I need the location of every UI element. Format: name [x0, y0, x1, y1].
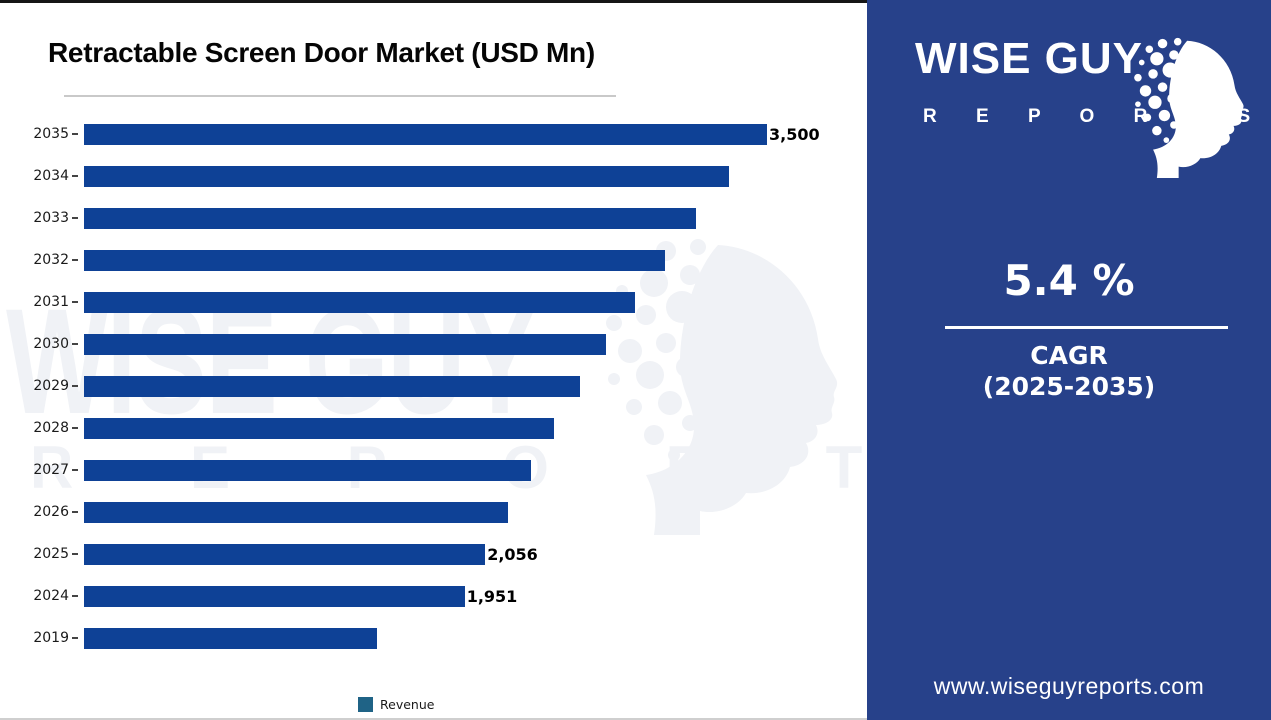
chart-title: Retractable Screen Door Market (USD Mn) — [48, 37, 595, 68]
bar-row: 2025 2,056 — [0, 533, 867, 575]
year-label: 2034 — [33, 168, 69, 184]
value-label: 3,500 — [769, 124, 820, 144]
bar-row: 2019 — [0, 617, 867, 659]
year-label: 2033 — [33, 210, 69, 226]
bar-row: 2030 — [0, 323, 867, 365]
value-label: 1,951 — [466, 586, 518, 606]
axis-tick — [72, 553, 78, 555]
bar-row: 2032 — [0, 239, 867, 281]
title-underline — [64, 95, 616, 97]
revenue-bar — [84, 417, 555, 439]
revenue-bar — [84, 123, 767, 145]
revenue-bar — [84, 207, 696, 229]
axis-tick — [72, 259, 78, 261]
axis-tick — [72, 595, 78, 597]
bar-chart: 2035 3,500 2034 2033 2032 2031 2030 2029 2028 202… — [0, 113, 867, 659]
bar-row: 2031 — [0, 281, 867, 323]
logo-head-icon — [1125, 36, 1255, 178]
website-url: www.wiseguyreports.com — [933, 673, 1205, 699]
revenue-bar — [84, 501, 508, 523]
axis-tick — [72, 637, 78, 639]
year-label: 2026 — [33, 504, 69, 520]
revenue-bar — [84, 375, 580, 397]
cagr-divider — [945, 326, 1228, 329]
cagr-label-line1: CAGR — [1030, 341, 1108, 370]
cagr-value: 5.4 % — [1003, 256, 1135, 305]
revenue-bar — [84, 249, 665, 271]
bar-row: 2026 — [0, 491, 867, 533]
revenue-bar — [84, 627, 377, 649]
year-label: 2024 — [33, 588, 69, 604]
logo-wiseguy-text: WISE GUY — [915, 34, 1144, 83]
year-label: 2029 — [33, 378, 69, 394]
bar-row: 2027 — [0, 449, 867, 491]
bar-row: 2035 3,500 — [0, 113, 867, 155]
axis-tick — [72, 469, 78, 471]
revenue-bar — [84, 459, 531, 481]
logo-reports-text: R E P O R T S — [923, 106, 1268, 127]
year-label: 2035 — [33, 126, 69, 142]
revenue-bar — [84, 165, 730, 187]
axis-tick — [72, 511, 78, 513]
legend-swatch — [358, 697, 373, 712]
bar-row: 2034 — [0, 155, 867, 197]
revenue-bar — [84, 333, 607, 355]
chart-area: WISE GUY R E P O R T S Retractable Scree… — [0, 0, 1019, 720]
year-label: 2027 — [33, 462, 69, 478]
value-label: 2,056 — [487, 544, 538, 564]
cagr-label: CAGR (2025-2035) — [867, 340, 1271, 402]
axis-tick — [72, 175, 78, 177]
cagr-label-line2: (2025-2035) — [982, 372, 1156, 401]
axis-tick — [72, 301, 78, 303]
axis-tick — [72, 427, 78, 429]
year-label: 2025 — [33, 546, 69, 562]
year-label: 2031 — [33, 294, 69, 310]
revenue-bar — [84, 291, 635, 313]
legend: Revenue — [358, 697, 434, 712]
wiseguy-logo: WISE GUY R E P O R T S — [867, 0, 1271, 190]
year-label: 2030 — [33, 336, 69, 352]
revenue-bar — [84, 585, 465, 607]
brand-panel: WISE GUY R E P O R T S 5.4 % CAGR (2025-… — [867, 0, 1271, 720]
axis-tick — [72, 217, 78, 219]
axis-tick — [72, 133, 78, 135]
axis-tick — [72, 343, 78, 345]
axis-tick — [72, 385, 78, 387]
revenue-bar — [84, 543, 486, 565]
legend-label: Revenue — [380, 697, 435, 712]
year-label: 2028 — [33, 420, 69, 436]
bar-row: 2028 — [0, 407, 867, 449]
bar-row: 2033 — [0, 197, 867, 239]
bar-row: 2024 1,951 — [0, 575, 867, 617]
year-label: 2032 — [33, 252, 69, 268]
year-label: 2019 — [33, 630, 69, 646]
bar-row: 2029 — [0, 365, 867, 407]
